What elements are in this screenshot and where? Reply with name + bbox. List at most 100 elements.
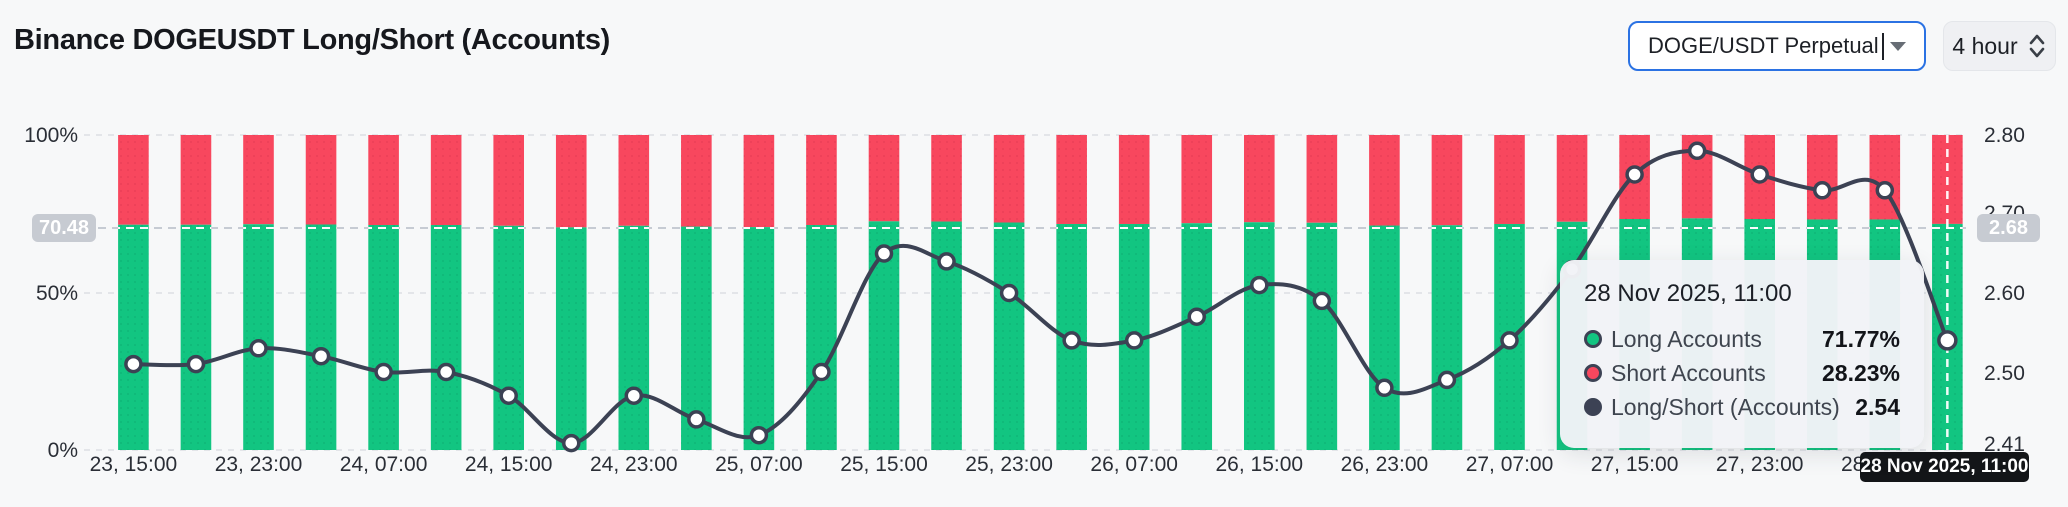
data-point[interactable] bbox=[937, 252, 956, 271]
data-point[interactable] bbox=[1250, 275, 1269, 295]
x-axis-tick: 26, 15:00 bbox=[1216, 453, 1304, 476]
data-point[interactable] bbox=[562, 433, 581, 453]
text-cursor bbox=[1881, 32, 1884, 60]
x-axis-tick: 25, 23:00 bbox=[965, 453, 1053, 476]
data-point[interactable] bbox=[1062, 331, 1081, 350]
left-axis-tick: 100% bbox=[24, 124, 78, 147]
hovered-data-point[interactable] bbox=[1937, 330, 1958, 351]
short-accounts-bar[interactable] bbox=[430, 135, 462, 225]
short-accounts-bar[interactable] bbox=[305, 135, 337, 225]
tooltip-value: 71.77% bbox=[1821, 325, 1900, 352]
long-accounts-bar[interactable] bbox=[305, 224, 337, 450]
long-accounts-bar[interactable] bbox=[368, 224, 399, 450]
crosshair-left-value-badge: 70.48 bbox=[32, 214, 96, 242]
long-short-ratio-marker-icon bbox=[1584, 398, 1602, 416]
data-point[interactable] bbox=[1187, 307, 1206, 326]
x-axis-tick: 27, 23:00 bbox=[1716, 453, 1804, 476]
short-accounts-bar[interactable] bbox=[180, 135, 212, 225]
short-accounts-bar[interactable] bbox=[1494, 135, 1525, 224]
short-accounts-bar[interactable] bbox=[555, 135, 587, 228]
short-accounts-bar[interactable] bbox=[618, 135, 650, 226]
short-accounts-bar[interactable] bbox=[1244, 135, 1275, 223]
x-axis-tick: 25, 07:00 bbox=[715, 453, 803, 476]
crosshair-date-badge: 28 Nov 2025, 11:00 bbox=[1860, 452, 2029, 482]
data-point[interactable] bbox=[1375, 378, 1394, 398]
short-accounts-bar[interactable] bbox=[868, 135, 900, 222]
x-axis-tick: 27, 15:00 bbox=[1591, 453, 1679, 476]
long-accounts-bar[interactable] bbox=[1369, 225, 1400, 450]
tooltip-label: Short Accounts bbox=[1611, 359, 1766, 386]
short-accounts-bar[interactable] bbox=[1806, 135, 1838, 220]
x-axis-tick: 25, 15:00 bbox=[840, 453, 928, 476]
data-point[interactable] bbox=[249, 339, 268, 358]
page-title: Binance DOGEUSDT Long/Short (Accounts) bbox=[14, 24, 611, 56]
right-axis-tick: 2.60 bbox=[1984, 282, 2025, 305]
unfold-arrows-icon bbox=[2029, 34, 2044, 58]
data-point[interactable] bbox=[1312, 291, 1332, 311]
short-accounts-bar[interactable] bbox=[931, 135, 962, 222]
data-point[interactable] bbox=[687, 410, 706, 429]
short-accounts-bar[interactable] bbox=[993, 135, 1025, 223]
x-axis-tick: 26, 23:00 bbox=[1341, 453, 1429, 476]
data-point[interactable] bbox=[1124, 331, 1144, 350]
long-accounts-bar[interactable] bbox=[806, 224, 837, 450]
tooltip-value: 2.54 bbox=[1855, 393, 1900, 420]
short-accounts-bar[interactable] bbox=[806, 135, 837, 225]
data-point[interactable] bbox=[749, 425, 769, 445]
short-accounts-bar[interactable] bbox=[1056, 135, 1087, 224]
data-point[interactable] bbox=[311, 346, 331, 366]
data-point[interactable] bbox=[1750, 165, 1769, 184]
long-accounts-bar[interactable] bbox=[1181, 223, 1213, 450]
x-axis-tick: 24, 23:00 bbox=[590, 453, 678, 476]
interval-select[interactable]: 4 hour bbox=[1943, 21, 2056, 71]
crosshair-right-value-badge: 2.68 bbox=[1977, 214, 2040, 242]
short-accounts-bar[interactable] bbox=[243, 135, 274, 225]
long-accounts-bar[interactable] bbox=[1306, 222, 1338, 450]
short-accounts-bar[interactable] bbox=[1369, 135, 1400, 226]
long-accounts-bar[interactable] bbox=[1431, 225, 1463, 450]
data-point[interactable] bbox=[124, 354, 143, 374]
x-axis-tick: 23, 23:00 bbox=[215, 453, 303, 476]
data-point[interactable] bbox=[874, 244, 894, 263]
short-accounts-bar[interactable] bbox=[1556, 135, 1588, 222]
data-point[interactable] bbox=[1437, 370, 1457, 390]
long-accounts-bar[interactable] bbox=[555, 227, 587, 450]
short-accounts-bar[interactable] bbox=[681, 135, 712, 227]
long-accounts-bar[interactable] bbox=[493, 225, 524, 450]
data-point[interactable] bbox=[1625, 165, 1644, 184]
data-point[interactable] bbox=[436, 362, 456, 382]
tooltip-row-long: Long Accounts 71.77% bbox=[1584, 322, 1900, 356]
data-point[interactable] bbox=[624, 386, 644, 405]
x-axis-tick: 24, 07:00 bbox=[340, 453, 428, 476]
long-accounts-bar[interactable] bbox=[993, 222, 1025, 450]
long-accounts-bar[interactable] bbox=[430, 224, 462, 450]
long-accounts-bar[interactable] bbox=[180, 224, 212, 450]
symbol-select[interactable]: DOGE/USDT Perpetual bbox=[1628, 21, 1926, 71]
short-accounts-bar[interactable] bbox=[743, 135, 775, 228]
data-point[interactable] bbox=[812, 362, 831, 382]
short-accounts-bar[interactable] bbox=[118, 135, 149, 225]
data-point[interactable] bbox=[1875, 181, 1895, 200]
caret-down-icon bbox=[1890, 41, 1906, 51]
data-point[interactable] bbox=[374, 362, 393, 382]
x-axis-tick: 26, 07:00 bbox=[1090, 453, 1178, 476]
short-accounts-bar[interactable] bbox=[1181, 135, 1213, 224]
data-point[interactable] bbox=[999, 283, 1019, 303]
long-accounts-bar[interactable] bbox=[743, 227, 775, 450]
data-point[interactable] bbox=[186, 354, 206, 374]
short-accounts-bar[interactable] bbox=[493, 135, 524, 226]
short-accounts-bar[interactable] bbox=[368, 135, 399, 225]
long-accounts-bar[interactable] bbox=[618, 225, 650, 450]
long-accounts-marker-icon bbox=[1584, 330, 1602, 348]
data-point[interactable] bbox=[499, 386, 518, 405]
chart-tooltip: 28 Nov 2025, 11:00 Long Accounts 71.77% … bbox=[1560, 260, 1924, 448]
long-accounts-bar[interactable] bbox=[243, 224, 274, 450]
short-accounts-bar[interactable] bbox=[1306, 135, 1338, 223]
long-accounts-bar[interactable] bbox=[118, 224, 149, 450]
data-point[interactable] bbox=[1500, 331, 1519, 350]
long-accounts-bar[interactable] bbox=[1244, 222, 1275, 450]
data-point[interactable] bbox=[1687, 141, 1707, 161]
short-accounts-bar[interactable] bbox=[1431, 135, 1463, 226]
data-point[interactable] bbox=[1813, 181, 1832, 200]
short-accounts-bar[interactable] bbox=[1118, 135, 1150, 224]
